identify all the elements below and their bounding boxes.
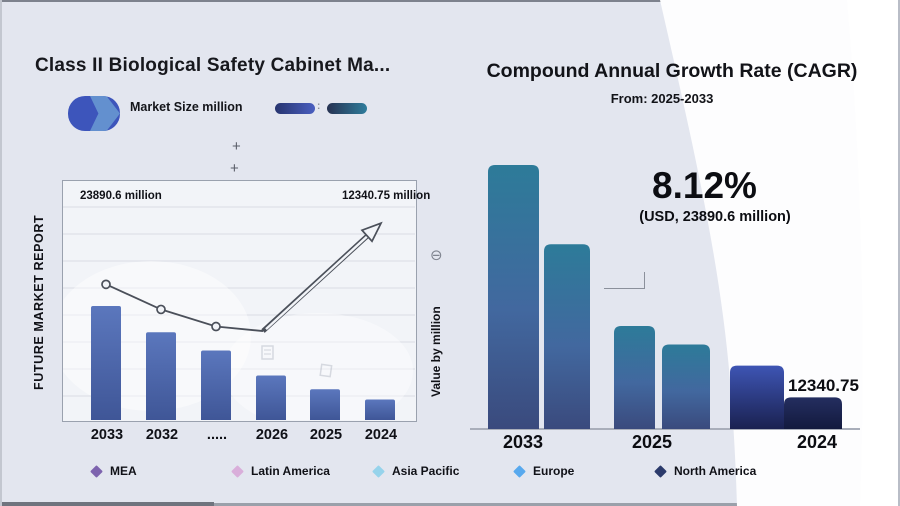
cagr-bar-series [488, 165, 842, 429]
bar-2033 [91, 306, 121, 420]
market-size-icon [68, 96, 120, 131]
watermark-doc-icons [261, 345, 333, 378]
market-size-chart-canvas [63, 206, 415, 420]
legend-label: North America [674, 464, 757, 478]
market-size-chart [62, 180, 417, 422]
trend-marker-2 [211, 321, 221, 332]
trend-marker-0 [101, 279, 111, 290]
minus-circle-icon: ⊖ [430, 247, 443, 264]
legend-item-asia-pacific: Asia Pacific [372, 464, 515, 478]
corner-bracket-decoration [604, 272, 645, 289]
value-annotation-start: 23890.6 million [80, 190, 162, 202]
x-tick-2026: 2026 [255, 427, 289, 443]
arrowhead [360, 221, 383, 243]
legend-item-europe: Europe [513, 464, 656, 478]
x-tick-2025: 2025 [309, 427, 343, 443]
trend-marker-1 [156, 304, 166, 315]
cagr-bar-2033-secondary [544, 244, 590, 429]
cagr-subtitle: From: 2025-2033 [610, 91, 714, 106]
cagr-bar-2024-primary [730, 365, 784, 429]
plus-icon: + [230, 160, 239, 177]
x-tick-.....: ..... [206, 427, 228, 443]
cagr-x-tick-2024: 2024 [796, 432, 838, 452]
cagr-bar-2025-secondary [662, 344, 710, 429]
cagr-title: Compound Annual Growth Rate (CAGR) [486, 60, 858, 82]
bottom-border-dark [2, 502, 214, 506]
bar-series [91, 306, 395, 420]
cagr-bar-2033-primary [488, 165, 539, 429]
legend-label: Europe [533, 464, 575, 478]
legend-pill-separator: : [317, 101, 321, 112]
bar-value-label: 12340.75 [788, 376, 859, 395]
legend-item-latin-america: Latin America [231, 464, 374, 478]
top-legend-label: Market Size million [130, 100, 243, 114]
top-border [2, 0, 742, 2]
cagr-detail: (USD, 23890.6 million) [639, 209, 791, 225]
legend-label: Asia Pacific [392, 464, 460, 478]
x-tick-2032: 2032 [145, 427, 179, 443]
trend-polyline [105, 283, 264, 332]
cagr-chart-canvas [470, 165, 860, 430]
legend-diamond-icon [372, 464, 385, 478]
legend-diamond-icon [513, 464, 526, 478]
value-annotation-end: 12340.75 million [342, 190, 431, 202]
legend-label: MEA [110, 464, 137, 478]
cagr-x-tick-2025: 2025 [631, 432, 673, 452]
cagr-x-tick-2033: 2033 [502, 432, 544, 452]
bottom-border [2, 503, 898, 506]
x-tick-2024: 2024 [364, 427, 398, 443]
legend-pill-blue [275, 103, 315, 114]
bar-2025 [310, 389, 340, 420]
legend-diamond-icon [90, 464, 103, 478]
x-tick-2033: 2033 [90, 427, 124, 443]
region-legend: MEA Latin America Asia Pacific Europe North … [82, 464, 882, 478]
legend-diamond-icon [231, 464, 244, 478]
bar-2026 [256, 375, 286, 420]
trend-arrow-inner [265, 228, 376, 330]
legend-item-mea: MEA [90, 464, 233, 478]
cagr-bar-2024-secondary [784, 397, 842, 429]
cagr-value: 8.12% [652, 165, 757, 206]
cagr-bar-2025-primary [614, 326, 655, 429]
left-axis-title: FUTURE MARKET REPORT [32, 214, 46, 390]
bar-2032 [146, 332, 176, 420]
gridlines [63, 206, 415, 397]
legend-diamond-icon [654, 464, 667, 478]
plus-icon: + [232, 138, 241, 155]
legend-pill-teal [327, 103, 367, 114]
bar-2024 [365, 399, 395, 420]
legend-item-north-america: North America [654, 464, 797, 478]
right-axis-title: Value by million [429, 306, 443, 398]
legend-label: Latin America [251, 464, 330, 478]
bar-..... [201, 350, 231, 420]
page-title: Class II Biological Safety Cabinet Ma... [35, 55, 391, 76]
trend-line [101, 221, 383, 333]
